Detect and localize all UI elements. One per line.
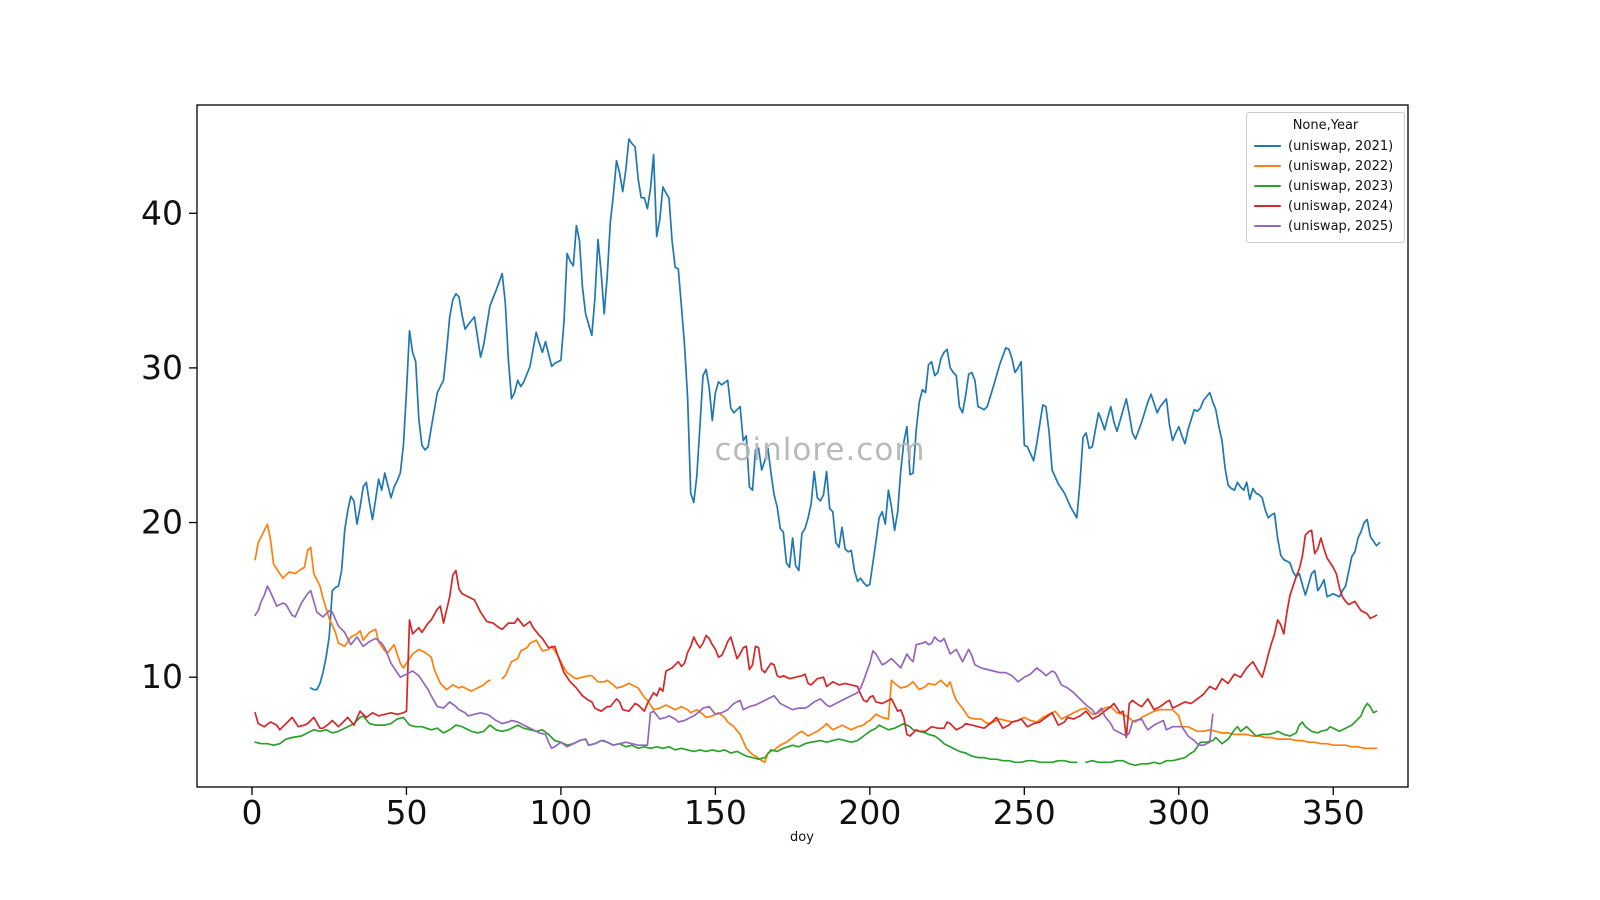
watermark: coinlore.com [714, 432, 926, 468]
x-tick-label: 0 [241, 793, 262, 832]
legend-line-swatch [1254, 164, 1281, 168]
legend-line-swatch [1254, 184, 1281, 188]
legend-line-swatch [1254, 224, 1281, 228]
legend-entry: (uniswap, 2025) [1254, 216, 1397, 236]
legend-entry: (uniswap, 2023) [1254, 176, 1397, 196]
y-tick-label: 40 [141, 193, 183, 232]
legend-entry-label: (uniswap, 2024) [1288, 198, 1394, 214]
x-axis-label: doy [790, 830, 814, 845]
series-line-uniswap2021 [309, 138, 1381, 691]
axes-spines [196, 104, 1409, 788]
series-line-uniswap2025 [254, 585, 1214, 750]
x-tick-label: 250 [993, 793, 1056, 832]
legend-entry: (uniswap, 2022) [1254, 156, 1397, 176]
legend-entry-label: (uniswap, 2025) [1288, 218, 1394, 234]
x-tick-label: 150 [684, 793, 747, 832]
legend-entry: (uniswap, 2021) [1254, 136, 1397, 156]
y-tick-label: 30 [141, 348, 183, 387]
legend-entry-label: (uniswap, 2023) [1288, 178, 1394, 194]
x-tick-label: 50 [385, 793, 427, 832]
x-tick-label: 300 [1147, 793, 1210, 832]
legend-entry-label: (uniswap, 2022) [1288, 158, 1394, 174]
x-tick-label: 200 [838, 793, 901, 832]
y-tick-label: 20 [141, 503, 183, 542]
legend: None,Year (uniswap, 2021) (uniswap, 2022)… [1246, 112, 1405, 243]
y-tick-label: 10 [141, 657, 183, 696]
series-line-uniswap2023 [254, 702, 1378, 767]
legend-line-swatch [1254, 204, 1281, 208]
series-line-uniswap2022 [254, 523, 1378, 764]
x-tick-label: 100 [529, 793, 592, 832]
x-tick-label: 350 [1302, 793, 1365, 832]
legend-title: None,Year [1292, 118, 1359, 133]
legend-entries: (uniswap, 2021) (uniswap, 2022) (uniswap, … [1254, 136, 1397, 236]
legend-entry: (uniswap, 2024) [1254, 196, 1397, 216]
legend-entry-label: (uniswap, 2021) [1288, 138, 1394, 154]
series-line-uniswap2024 [254, 529, 1378, 739]
legend-line-swatch [1254, 144, 1281, 148]
